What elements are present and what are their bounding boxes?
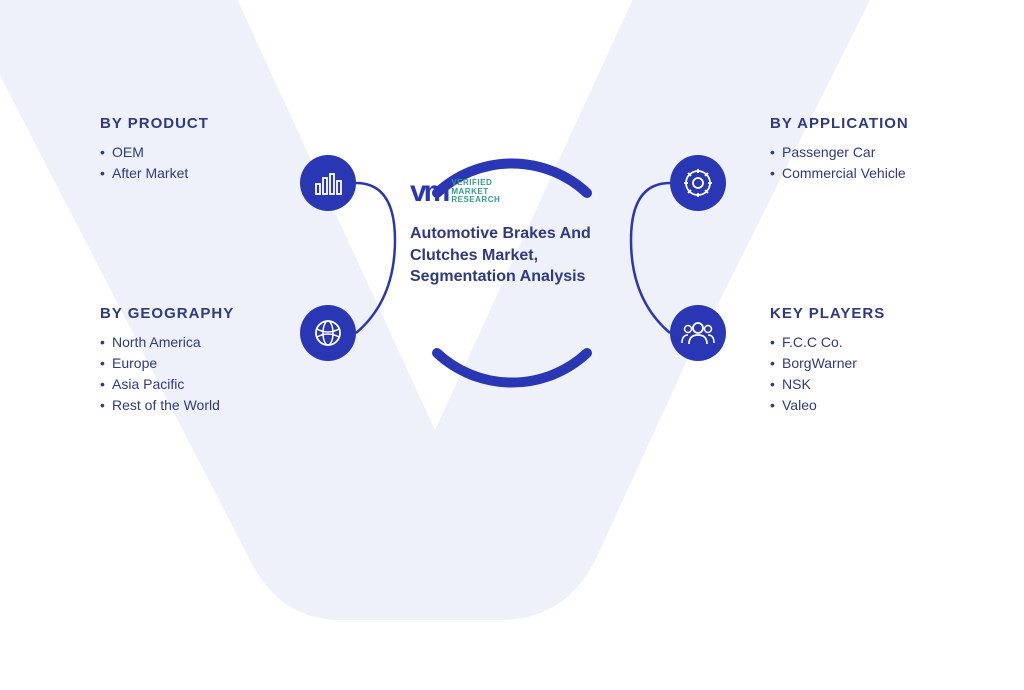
list-item: After Market (100, 163, 300, 184)
segment-product: BY PRODUCT OEM After Market (100, 115, 300, 184)
list-item: NSK (770, 374, 970, 395)
segment-product-list: OEM After Market (100, 142, 300, 184)
chart-icon (300, 155, 356, 211)
segment-players-heading: KEY PLAYERS (770, 305, 970, 322)
segment-geography-list: North America Europe Asia Pacific Rest o… (100, 332, 300, 416)
center-content: vm VERIFIED MARKET RESEARCH Automotive B… (410, 175, 605, 288)
list-item: Valeo (770, 395, 970, 416)
segment-geography-heading: BY GEOGRAPHY (100, 305, 300, 322)
gear-icon (670, 155, 726, 211)
segment-application: BY APPLICATION Passenger Car Commercial … (770, 115, 970, 184)
list-item: Passenger Car (770, 142, 970, 163)
logo-text-block: VERIFIED MARKET RESEARCH (451, 179, 500, 205)
list-item: Rest of the World (100, 395, 300, 416)
logo: vm VERIFIED MARKET RESEARCH (410, 175, 605, 209)
center-title: Automotive Brakes And Clutches Market, S… (410, 223, 605, 288)
segment-application-list: Passenger Car Commercial Vehicle (770, 142, 970, 184)
segment-players: KEY PLAYERS F.C.C Co. BorgWarner NSK Val… (770, 305, 970, 416)
people-icon (670, 305, 726, 361)
logo-vm: vm (410, 175, 447, 209)
segment-product-heading: BY PRODUCT (100, 115, 300, 132)
list-item: F.C.C Co. (770, 332, 970, 353)
list-item: Commercial Vehicle (770, 163, 970, 184)
segment-geography: BY GEOGRAPHY North America Europe Asia P… (100, 305, 300, 416)
segment-application-heading: BY APPLICATION (770, 115, 970, 132)
list-item: North America (100, 332, 300, 353)
list-item: OEM (100, 142, 300, 163)
list-item: BorgWarner (770, 353, 970, 374)
list-item: Asia Pacific (100, 374, 300, 395)
list-item: Europe (100, 353, 300, 374)
segment-players-list: F.C.C Co. BorgWarner NSK Valeo (770, 332, 970, 416)
logo-line3: RESEARCH (451, 196, 500, 205)
globe-icon (300, 305, 356, 361)
connector-right (0, 0, 1024, 576)
